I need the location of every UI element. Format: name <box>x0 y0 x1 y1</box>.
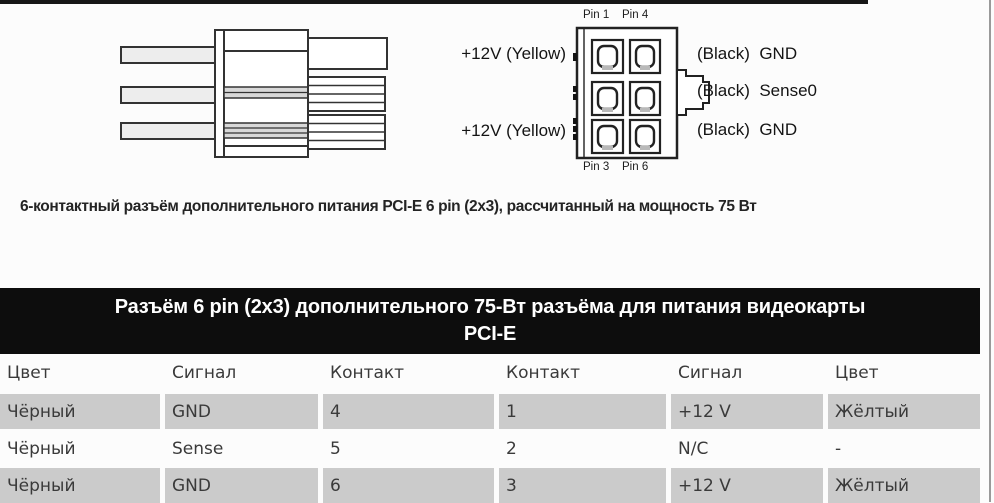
pin1-label: Pin 1 <box>583 9 610 21</box>
table-cell: N/C <box>678 438 709 459</box>
pin6-label: Pin 6 <box>622 161 649 173</box>
column-header: Контакт <box>506 363 581 383</box>
pin3-label: Pin 3 <box>583 161 610 173</box>
gnd-label-top: (Black) GND <box>697 44 798 63</box>
column-header: Цвет <box>835 363 879 383</box>
figure-caption: 6-контактный разъём дополнительного пита… <box>20 198 757 215</box>
connector-side-view-drawing <box>120 29 388 158</box>
table-cell: GND <box>165 394 318 429</box>
pinout-table: Цвет Сигнал Контакт Контакт Сигнал Цвет … <box>0 354 980 503</box>
sense0-label: (Black) Sense0 <box>697 81 817 100</box>
pin4-label: Pin 4 <box>622 9 649 21</box>
table-cell: Чёрный <box>0 394 160 429</box>
table-title-bar: Разъём 6 pin (2x3) дополнительного 75-Вт… <box>0 288 980 354</box>
connector-face-view-drawing <box>573 26 710 160</box>
table-cell: GND <box>165 468 318 503</box>
table-cell: +12 V <box>671 394 823 429</box>
gnd-label-bottom: (Black) GND <box>697 120 798 139</box>
table-cell: 1 <box>499 394 666 429</box>
table-title-line2: PCI-E <box>463 323 517 345</box>
page-right-border <box>989 0 991 502</box>
table-cell: 6 <box>323 468 494 503</box>
table-cell: Чёрный <box>7 438 76 459</box>
plus12v-label-bottom: +12V (Yellow) <box>461 121 566 140</box>
table-cell: Жёлтый <box>828 394 980 429</box>
table-cell: Sense <box>172 438 224 459</box>
column-header: Контакт <box>330 363 405 383</box>
table-title-line1: Разъём 6 pin (2x3) дополнительного 75-Вт… <box>114 296 866 318</box>
table-cell: - <box>835 438 842 459</box>
column-header: Сигнал <box>678 363 743 383</box>
table-cell: 3 <box>499 468 666 503</box>
table-cell: 4 <box>323 394 494 429</box>
plus12v-label-top: +12V (Yellow) <box>461 44 566 63</box>
column-header: Цвет <box>7 363 51 383</box>
table-cell: Жёлтый <box>828 468 980 503</box>
table-cell: 2 <box>506 438 517 459</box>
top-divider-strip <box>0 0 868 4</box>
table-cell: +12 V <box>671 468 823 503</box>
table-cell: 5 <box>330 438 341 459</box>
table-title-text: Разъём 6 pin (2x3) дополнительного 75-Вт… <box>115 294 866 348</box>
column-header: Сигнал <box>172 363 237 383</box>
table-cell: Чёрный <box>0 468 160 503</box>
